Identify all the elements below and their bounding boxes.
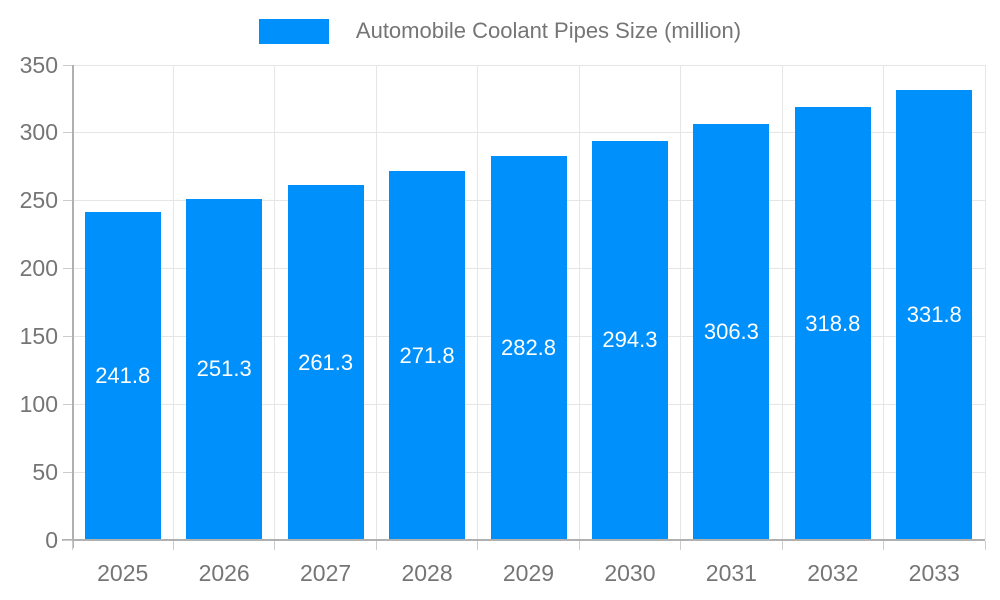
bar-value-label: 331.8 — [906, 301, 962, 327]
x-axis-line — [62, 539, 985, 541]
x-axis-tick — [172, 541, 174, 550]
y-axis-label: 200 — [19, 255, 58, 282]
x-axis-tick — [71, 541, 73, 550]
bar[interactable]: 282.8 — [490, 156, 567, 540]
bar[interactable]: 251.3 — [186, 198, 263, 540]
bar[interactable]: 271.8 — [389, 171, 466, 540]
bar[interactable]: 294.3 — [591, 140, 668, 540]
x-axis-label: 2031 — [705, 560, 757, 586]
bar-value-label: 261.3 — [298, 349, 354, 375]
bar-value-label: 271.8 — [399, 342, 455, 368]
plot-area: 241.8 251.3 261.3 271.8 282.8 294.3 306.3 318.8… — [72, 64, 986, 540]
y-axis-label: 300 — [19, 119, 58, 146]
y-axis-label: 250 — [19, 187, 58, 214]
bar-value-label: 318.8 — [805, 310, 861, 336]
bar-value-label: 306.3 — [703, 319, 759, 345]
gridline-h — [72, 132, 985, 134]
gridline-v — [781, 65, 783, 540]
y-axis-tick — [63, 64, 72, 66]
bar[interactable]: 241.8 — [84, 211, 161, 540]
bar-value-label: 294.3 — [602, 327, 658, 353]
y-axis-tick — [63, 403, 72, 405]
gridline-v — [274, 65, 276, 540]
bar[interactable]: 318.8 — [794, 107, 871, 540]
gridline-h — [72, 64, 985, 66]
y-axis-tick — [63, 471, 72, 473]
legend-swatch — [258, 18, 329, 44]
x-axis-tick — [274, 541, 276, 550]
gridline-v — [375, 65, 377, 540]
gridline-v — [984, 65, 986, 540]
x-axis-label: 2028 — [401, 560, 453, 586]
x-axis-label: 2033 — [908, 560, 960, 586]
gridline-v — [477, 65, 479, 540]
x-axis-tick — [883, 541, 885, 550]
y-axis-label: 50 — [32, 458, 58, 485]
x-axis-tick — [477, 541, 479, 550]
x-axis-tick — [680, 541, 682, 550]
y-axis-line — [72, 65, 74, 548]
gridline-v — [680, 65, 682, 540]
y-axis-label: 0 — [45, 526, 58, 553]
x-axis-label: 2029 — [502, 560, 555, 586]
bar[interactable]: 261.3 — [287, 185, 364, 540]
chart-legend[interactable]: Automobile Coolant Pipes Size (million) — [0, 14, 1000, 48]
bar-value-label: 251.3 — [196, 356, 252, 382]
x-axis-label: 2026 — [198, 560, 250, 586]
x-axis-label: 2027 — [300, 560, 352, 586]
y-axis-label: 150 — [19, 322, 58, 349]
x-axis-label: 2025 — [97, 560, 149, 586]
x-axis-tick — [578, 541, 580, 550]
y-axis-tick — [63, 539, 72, 541]
y-axis-tick — [63, 268, 72, 270]
y-axis-tick — [63, 335, 72, 337]
y-axis-tick — [63, 132, 72, 134]
x-axis-label: 2030 — [604, 560, 656, 586]
x-axis-tick — [781, 541, 783, 550]
x-axis-tick — [984, 541, 986, 550]
bar-value-label: 241.8 — [95, 362, 151, 388]
bar[interactable]: 331.8 — [896, 89, 973, 540]
chart-title: Automobile Coolant Pipes Size (million) — [355, 18, 742, 43]
bar-value-label: 282.8 — [500, 335, 557, 361]
y-axis-label: 100 — [19, 390, 58, 417]
bar[interactable]: 306.3 — [693, 124, 770, 540]
y-axis-tick — [63, 200, 72, 202]
gridline-v — [578, 65, 580, 540]
x-axis-tick — [375, 541, 377, 550]
gridline-v — [883, 65, 885, 540]
gridline-v — [172, 65, 174, 540]
x-axis-label: 2032 — [807, 560, 859, 586]
y-axis-label: 350 — [19, 51, 58, 78]
